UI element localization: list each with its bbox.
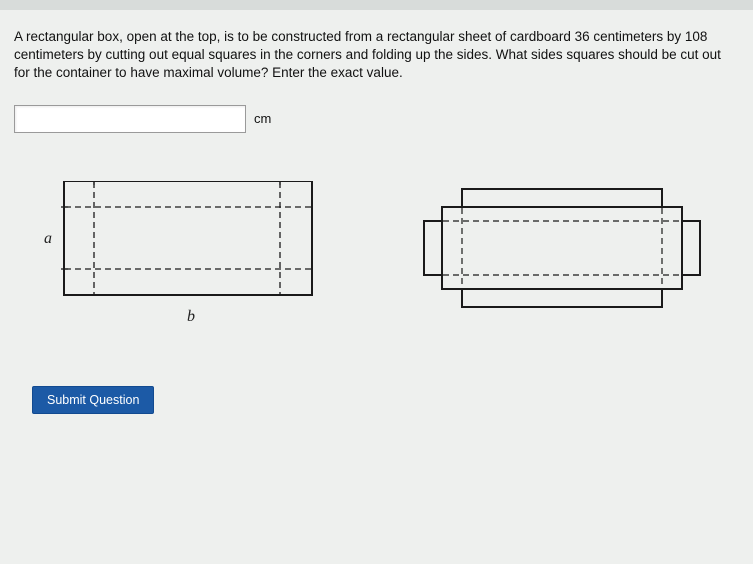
answer-input[interactable]: [14, 105, 246, 133]
diagram-flat-sheet: a b: [32, 181, 332, 336]
flap-top: [462, 189, 662, 207]
question-text: A rectangular box, open at the top, is t…: [14, 28, 739, 83]
answer-row: cm: [14, 105, 739, 133]
answer-unit: cm: [254, 111, 271, 126]
flap-left: [424, 221, 442, 275]
box-body: [442, 207, 682, 289]
question-page: A rectangular box, open at the top, is t…: [0, 0, 753, 564]
submit-button[interactable]: Submit Question: [32, 386, 154, 414]
sheet-outline: [64, 181, 312, 295]
label-b: b: [187, 308, 195, 325]
diagram-folded-box: [422, 181, 702, 321]
figures-row: a b: [32, 181, 739, 336]
flap-right: [682, 221, 700, 275]
label-a: a: [44, 230, 52, 247]
flap-bottom: [462, 289, 662, 307]
